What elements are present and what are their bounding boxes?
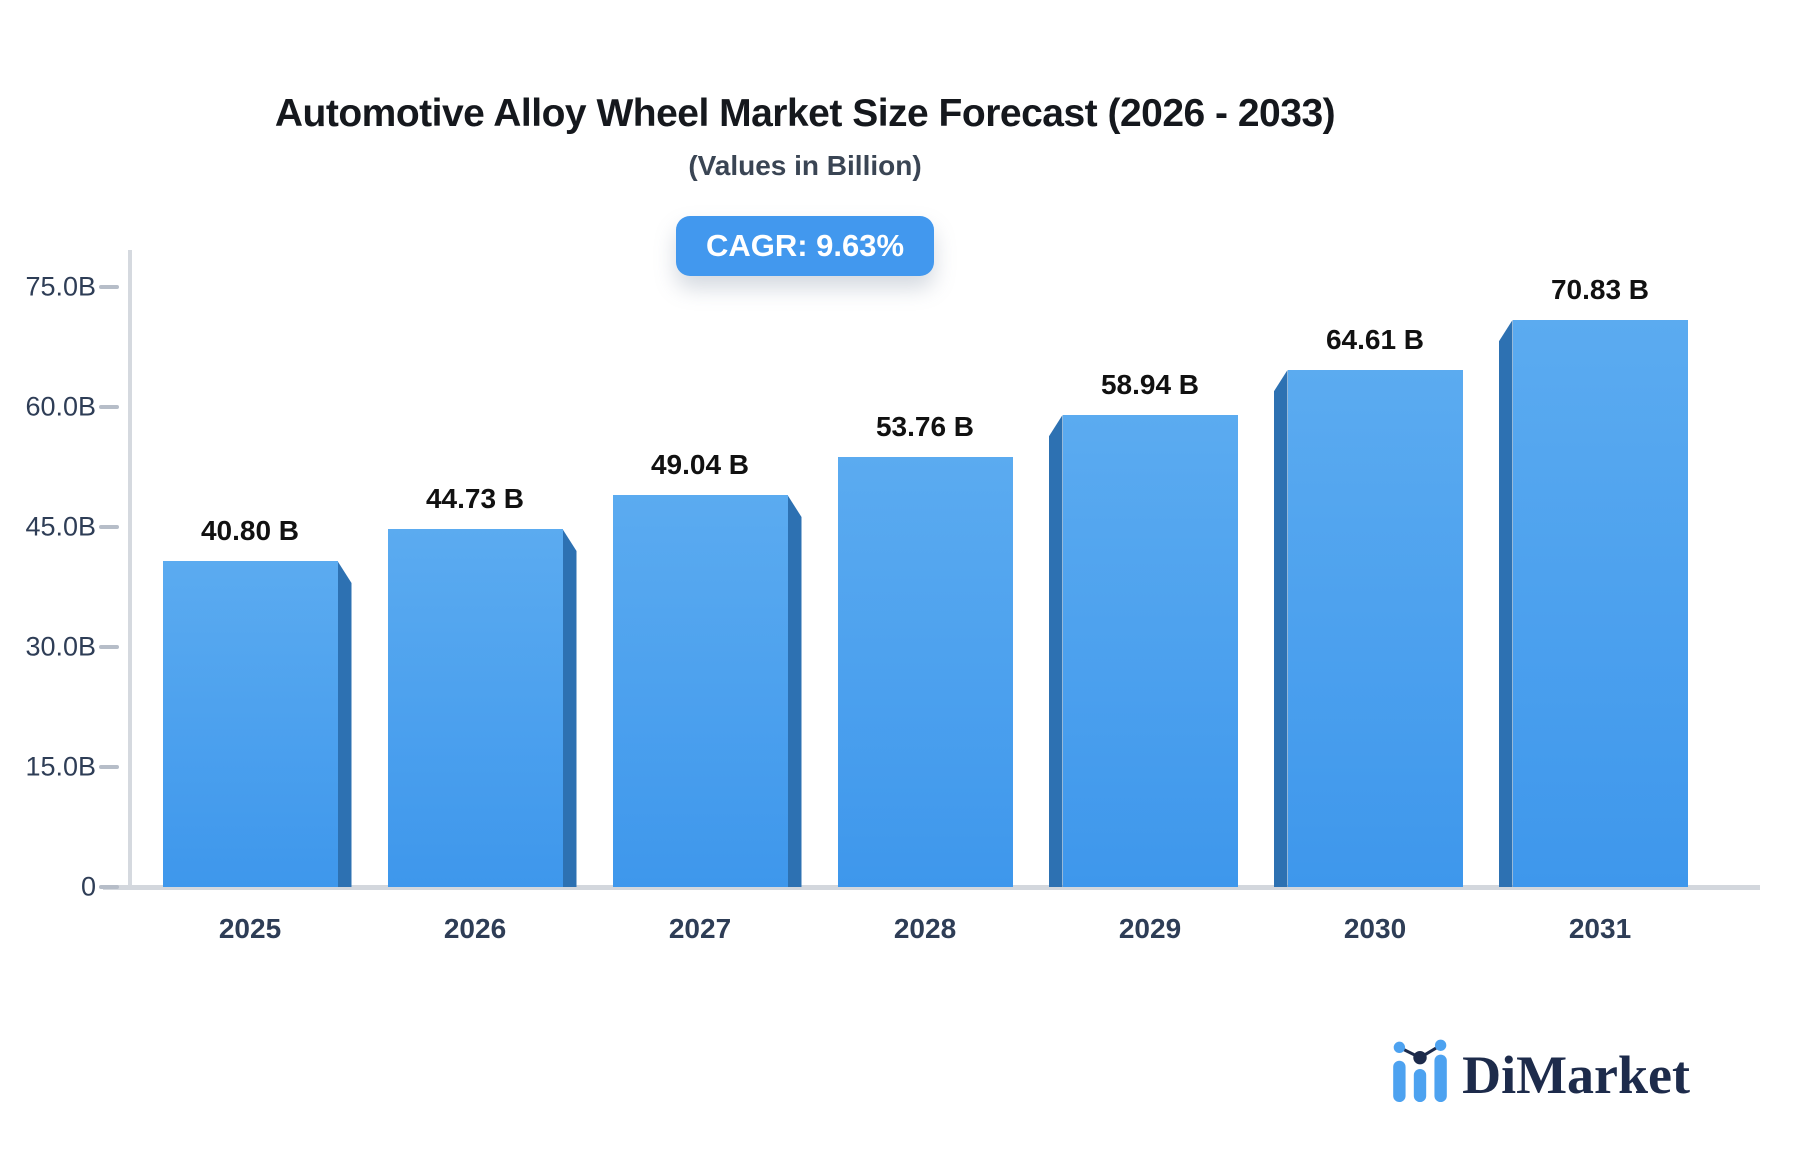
x-tick-label-2028: 2028	[893, 913, 957, 944]
brand-logo: DiMarket	[1392, 1036, 1690, 1102]
chart-title: Automotive Alloy Wheel Market Size Forec…	[274, 92, 1336, 135]
x-tick-label-2025: 2025	[218, 913, 282, 944]
y-tick-mark	[99, 645, 119, 649]
y-tick-label-45.0B: 45.0B	[25, 511, 96, 542]
y-tick-mark	[99, 885, 119, 889]
bar-2031	[1512, 320, 1688, 887]
x-tick-label-2027: 2027	[668, 913, 732, 944]
bar-value-label-2030: 64.61 B	[1325, 324, 1425, 355]
bar-2027-side-face	[787, 495, 802, 887]
cagr-badge: CAGR: 9.63%	[675, 216, 935, 276]
y-tick-mark	[99, 525, 119, 529]
bar-2026-side-face	[562, 529, 577, 887]
y-tick-label-15.0B: 15.0B	[25, 751, 96, 782]
chart-subtitle: (Values in Billion)	[688, 150, 922, 181]
bar-2025	[162, 561, 338, 887]
bar-value-label-2031: 70.83 B	[1550, 274, 1650, 305]
y-tick-label-0: 0	[80, 871, 96, 902]
brand-logo-text: DiMarket	[1462, 1045, 1690, 1105]
bar-2029-side-face	[1048, 415, 1063, 887]
x-tick-label-2029: 2029	[1118, 913, 1182, 944]
bar-value-label-2028: 53.76 B	[875, 411, 975, 442]
bar-2029	[1062, 415, 1238, 887]
bar-2027	[612, 495, 788, 887]
x-tick-label-2030: 2030	[1343, 913, 1407, 944]
x-tick-label-2031: 2031	[1568, 913, 1632, 944]
bar-value-label-2026: 44.73 B	[425, 483, 525, 514]
x-tick-label-2026: 2026	[443, 913, 507, 944]
y-tick-label-30.0B: 30.0B	[25, 631, 96, 662]
bar-2025-side-face	[337, 561, 352, 887]
bar-2028	[837, 457, 1013, 887]
y-tick-mark	[99, 765, 119, 769]
dimarket-logo-icon	[1393, 1039, 1447, 1102]
bar-2030	[1287, 370, 1463, 887]
bar-2026	[387, 529, 563, 887]
y-tick-label-75.0B: 75.0B	[25, 271, 96, 302]
bar-value-label-2027: 49.04 B	[650, 449, 750, 480]
bar-value-label-2025: 40.80 B	[200, 515, 300, 546]
y-tick-mark	[99, 285, 119, 289]
chart-header: Automotive Alloy Wheel Market Size Forec…	[0, 0, 1610, 276]
bar-value-label-2029: 58.94 B	[1100, 369, 1200, 400]
y-tick-label-60.0B: 60.0B	[25, 391, 96, 422]
x-axis-line	[103, 885, 1760, 890]
y-axis-line	[128, 250, 132, 890]
bar-2030-side-face	[1273, 370, 1288, 887]
bar-2031-side-face	[1498, 320, 1513, 887]
y-tick-mark	[99, 405, 119, 409]
